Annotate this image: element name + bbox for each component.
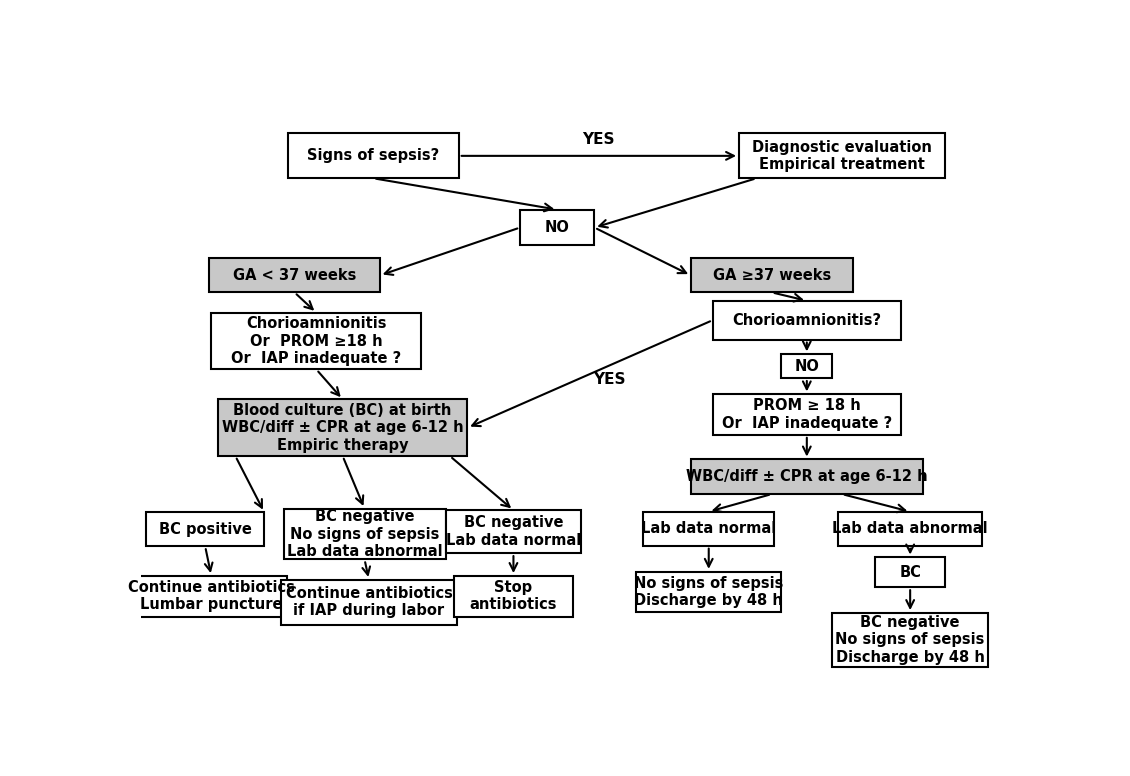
- FancyBboxPatch shape: [136, 576, 287, 617]
- FancyBboxPatch shape: [445, 510, 581, 553]
- Text: BC: BC: [899, 565, 921, 580]
- FancyBboxPatch shape: [739, 133, 945, 178]
- Text: BC negative
No signs of sepsis
Lab data abnormal: BC negative No signs of sepsis Lab data …: [287, 509, 442, 559]
- FancyBboxPatch shape: [690, 258, 853, 293]
- FancyBboxPatch shape: [713, 394, 901, 435]
- Text: NO: NO: [545, 220, 570, 235]
- Text: Continue antibiotics
if IAP during labor: Continue antibiotics if IAP during labor: [286, 586, 452, 618]
- Text: Chorioamnionitis
Or  PROM ≥18 h
Or  IAP inadequate ?: Chorioamnionitis Or PROM ≥18 h Or IAP in…: [232, 316, 401, 366]
- Text: Chorioamnionitis?: Chorioamnionitis?: [732, 313, 881, 327]
- FancyBboxPatch shape: [690, 459, 923, 494]
- Text: Blood culture (BC) at birth
WBC/diff ± CPR at age 6-12 h
Empiric therapy: Blood culture (BC) at birth WBC/diff ± C…: [221, 403, 463, 452]
- Text: NO: NO: [794, 359, 819, 374]
- FancyBboxPatch shape: [875, 557, 945, 587]
- Text: Diagnostic evaluation
Empirical treatment: Diagnostic evaluation Empirical treatmen…: [751, 140, 932, 172]
- FancyBboxPatch shape: [288, 133, 459, 178]
- FancyBboxPatch shape: [211, 313, 421, 369]
- FancyBboxPatch shape: [218, 400, 468, 456]
- FancyBboxPatch shape: [209, 258, 380, 293]
- Text: BC positive: BC positive: [158, 521, 252, 537]
- FancyBboxPatch shape: [832, 613, 988, 667]
- Text: Continue antibiotics
Lumbar puncture: Continue antibiotics Lumbar puncture: [128, 580, 295, 612]
- FancyBboxPatch shape: [284, 509, 445, 559]
- FancyBboxPatch shape: [454, 576, 573, 617]
- Text: BC negative
Lab data normal: BC negative Lab data normal: [446, 515, 581, 548]
- Text: WBC/diff ± CPR at age 6-12 h: WBC/diff ± CPR at age 6-12 h: [686, 469, 928, 484]
- FancyBboxPatch shape: [281, 580, 457, 625]
- FancyBboxPatch shape: [146, 512, 264, 546]
- Text: YES: YES: [583, 132, 615, 147]
- FancyBboxPatch shape: [643, 511, 774, 546]
- FancyBboxPatch shape: [520, 210, 594, 245]
- Text: Lab data abnormal: Lab data abnormal: [833, 521, 988, 536]
- FancyBboxPatch shape: [636, 572, 781, 612]
- Text: GA ≥37 weeks: GA ≥37 weeks: [713, 268, 831, 283]
- Text: BC negative
No signs of sepsis
Discharge by 48 h: BC negative No signs of sepsis Discharge…: [835, 615, 985, 665]
- FancyBboxPatch shape: [713, 301, 901, 340]
- Text: No signs of sepsis
Discharge by 48 h: No signs of sepsis Discharge by 48 h: [634, 576, 783, 608]
- Text: Stop
antibiotics: Stop antibiotics: [470, 580, 557, 612]
- Text: YES: YES: [593, 372, 626, 387]
- FancyBboxPatch shape: [782, 354, 832, 378]
- Text: PROM ≥ 18 h
Or  IAP inadequate ?: PROM ≥ 18 h Or IAP inadequate ?: [722, 398, 892, 431]
- Text: GA < 37 weeks: GA < 37 weeks: [233, 268, 356, 283]
- FancyBboxPatch shape: [838, 511, 982, 546]
- Text: Signs of sepsis?: Signs of sepsis?: [307, 148, 440, 164]
- Text: Lab data normal: Lab data normal: [641, 521, 776, 536]
